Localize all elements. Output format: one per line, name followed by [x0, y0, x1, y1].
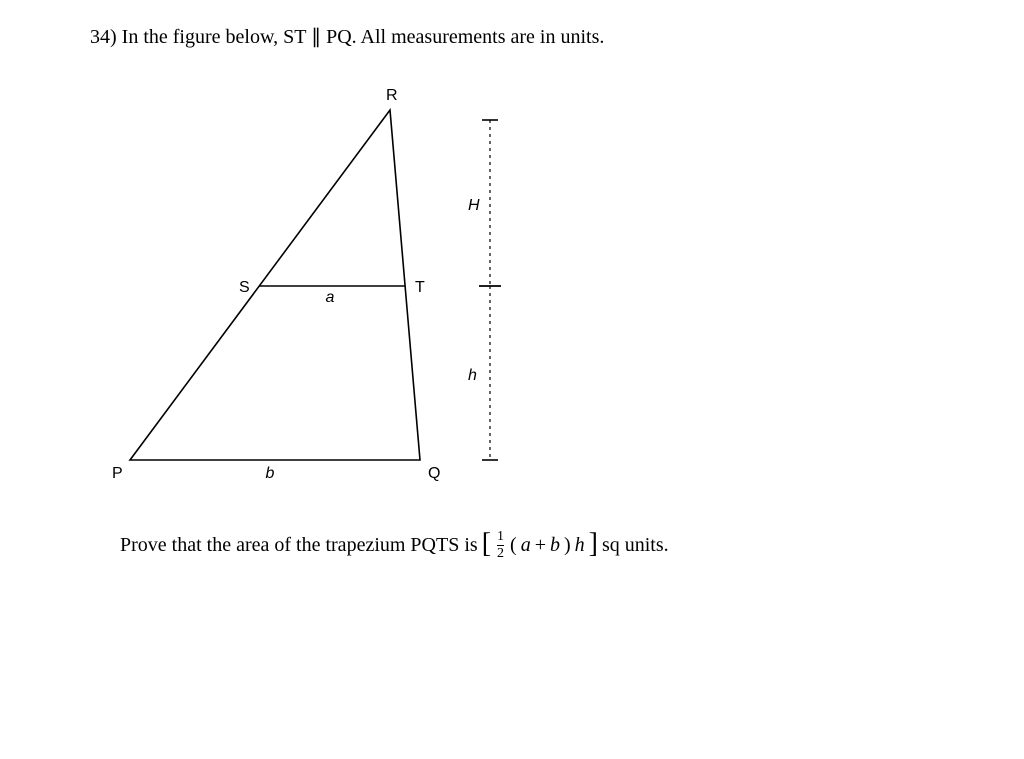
question-text-before: In the figure below, ST — [122, 26, 306, 48]
segment-label-a: a — [326, 289, 335, 306]
triangle-pqr — [130, 110, 420, 460]
left-bracket: [ — [482, 534, 491, 554]
var-b: b — [550, 534, 560, 557]
right-bracket: ] — [589, 534, 598, 554]
vertex-label-q: Q — [428, 465, 440, 482]
question-text: 34) In the figure below, ST ∥ PQ. All me… — [90, 24, 604, 49]
fraction-half: 1 2 — [497, 530, 504, 561]
question-number: 34) — [90, 26, 117, 48]
question-text-after: PQ. All measurements are in units. — [326, 26, 604, 48]
page-root: 34) In the figure below, ST ∥ PQ. All me… — [0, 0, 1024, 759]
expr-close-paren: ) — [564, 534, 571, 557]
segment-label-b: b — [266, 465, 275, 482]
vertex-label-r: R — [386, 87, 398, 104]
vertex-label-t: T — [415, 279, 425, 296]
var-a: a — [521, 534, 531, 557]
expr-open-paren: ( — [510, 534, 517, 557]
geometry-figure: PQRSTabHh — [120, 80, 540, 500]
parallel-symbol: ∥ — [311, 26, 321, 48]
height-label-h: h — [468, 367, 477, 384]
plus-sign: + — [535, 534, 546, 557]
prove-suffix: sq units. — [602, 534, 669, 557]
vertex-label-p: P — [112, 465, 123, 482]
fraction-numerator: 1 — [497, 530, 504, 544]
var-h: h — [575, 534, 585, 557]
vertex-label-s: S — [239, 279, 250, 296]
prove-prefix: Prove that the area of the trapezium PQT… — [120, 534, 478, 557]
fraction-denominator: 2 — [497, 547, 504, 561]
prove-statement: Prove that the area of the trapezium PQT… — [120, 530, 669, 561]
height-label-H: H — [468, 197, 480, 214]
